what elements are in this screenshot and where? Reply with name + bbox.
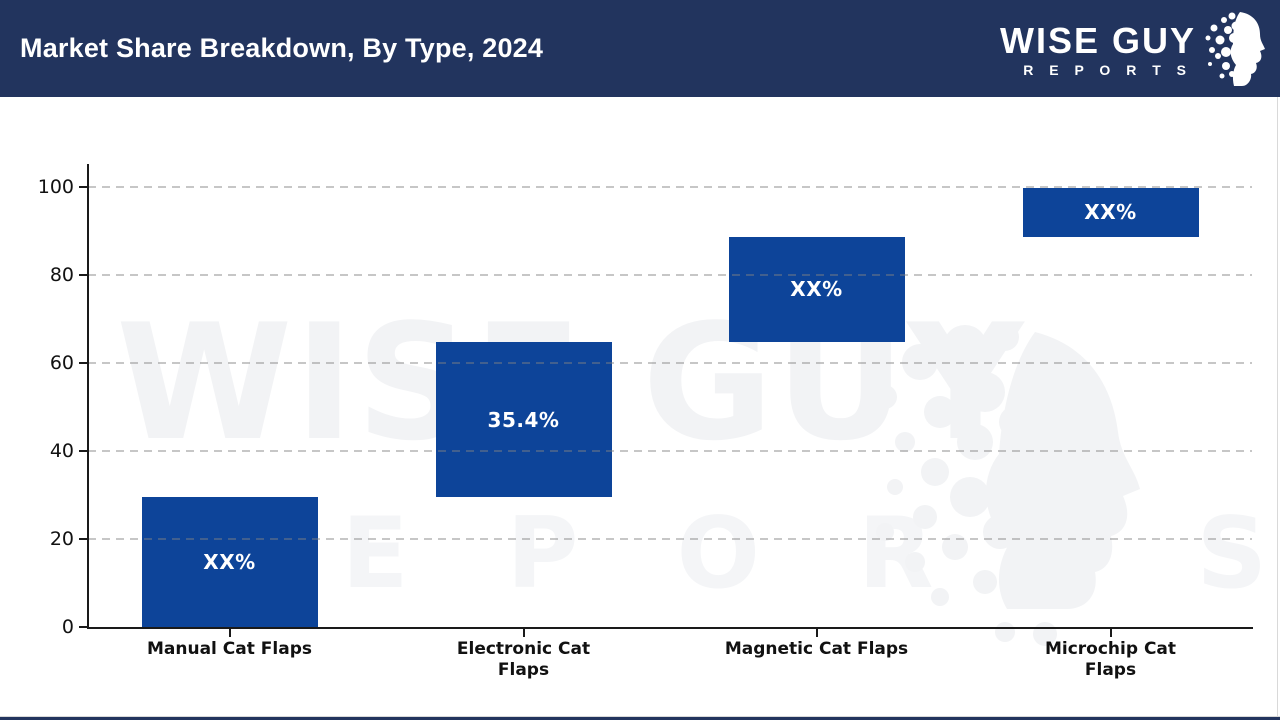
y-axis-tick	[79, 537, 87, 540]
x-axis-category-label: Magnetic Cat Flaps	[724, 639, 909, 659]
bar-segment: XX%	[141, 497, 318, 627]
y-axis-tick-label: 80	[49, 263, 74, 286]
card-right-border	[1277, 97, 1278, 716]
footer-bar	[0, 717, 1280, 720]
page-title: Market Share Breakdown, By Type, 2024	[20, 33, 544, 63]
header-bar: Market Share Breakdown, By Type, 2024 WI…	[0, 0, 1280, 97]
bar-segment: XX%	[1022, 188, 1199, 237]
logo-subtext: R E P O R T S	[1023, 62, 1192, 78]
wiseguy-logo: WISE GUY R E P O R T S	[1000, 6, 1272, 92]
x-axis-category-label: Electronic Cat Flaps	[456, 639, 591, 680]
y-axis-tick-label: 20	[49, 527, 74, 550]
gridline-y-80	[88, 273, 1252, 276]
gridline-y-60	[88, 361, 1252, 364]
bar-value-label: XX%	[203, 550, 256, 575]
y-axis-tick	[79, 449, 87, 452]
x-axis-tick	[522, 629, 525, 637]
card-bottom-border	[0, 716, 1280, 717]
y-axis-tick	[79, 361, 87, 364]
y-axis-tick-label: 0	[61, 616, 74, 638]
y-axis-tick	[79, 626, 87, 628]
y-axis-tick	[79, 273, 87, 276]
x-axis-tick	[1109, 629, 1112, 637]
bar-segment: 35.4%	[435, 341, 612, 498]
y-axis-tick-label: 40	[49, 439, 74, 462]
y-axis-tick-label: 100	[37, 175, 74, 198]
y-axis-tick	[79, 185, 87, 188]
bar-value-label: 35.4%	[487, 407, 560, 432]
gridline-y-100	[88, 185, 1252, 188]
logo-wordmark: WISE GUY	[999, 20, 1196, 61]
y-axis-tick-label: 60	[49, 351, 74, 374]
x-axis-category-label: Manual Cat Flaps	[146, 639, 312, 659]
x-axis-line	[87, 627, 1253, 629]
x-axis-tick	[815, 629, 818, 637]
bar-value-label: XX%	[1084, 200, 1137, 225]
gridline-y-40	[88, 449, 1252, 452]
watermark-head-icon	[873, 323, 1140, 646]
bar-value-label: XX%	[790, 277, 843, 302]
x-axis-tick	[228, 629, 231, 637]
y-axis-line	[87, 164, 89, 629]
x-axis-category-label: Microchip Cat Flaps	[1044, 639, 1177, 680]
wiseguy-head-icon	[1205, 12, 1265, 86]
bar-segment: XX%	[728, 236, 905, 342]
gridline-y-20	[88, 537, 1252, 540]
